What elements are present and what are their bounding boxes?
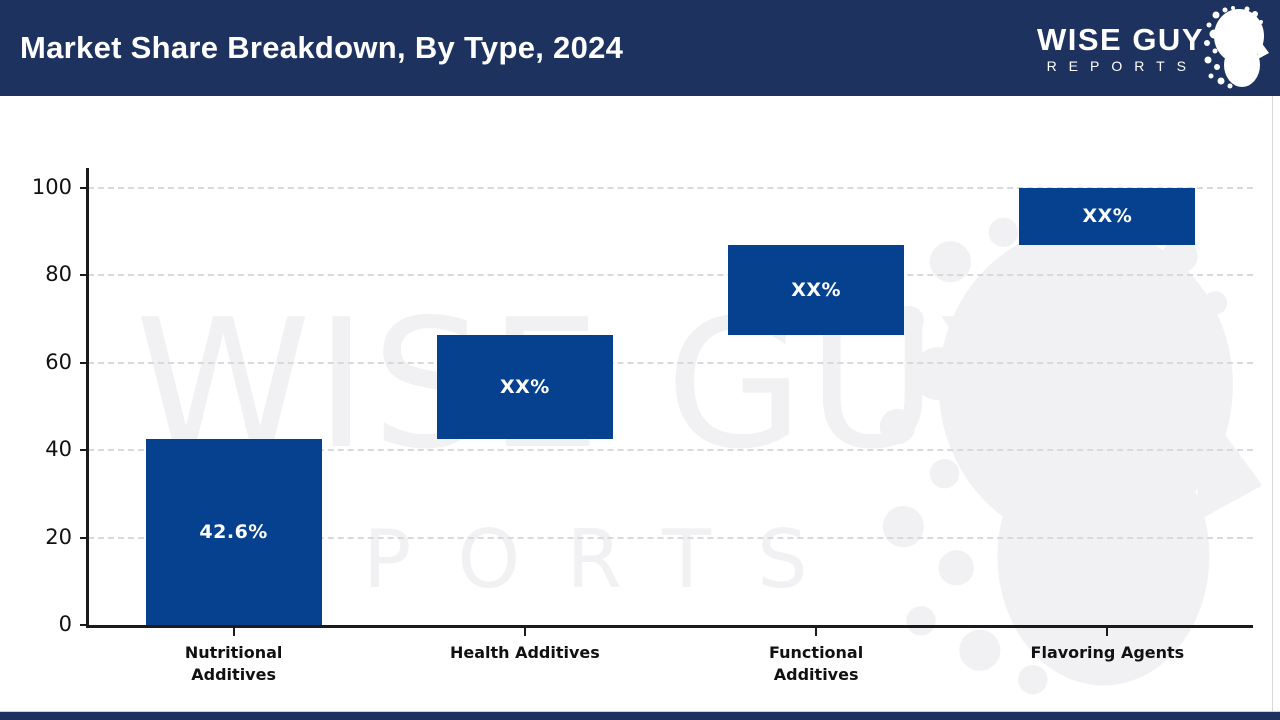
bar-segment: XX% xyxy=(1019,188,1196,245)
footer-bar xyxy=(0,712,1280,720)
y-tick-label: 80 xyxy=(45,262,72,287)
bar-segment: XX% xyxy=(436,334,613,439)
y-tick-label: 20 xyxy=(45,524,72,549)
x-tick-mark xyxy=(1106,628,1109,636)
x-tick-label: Functional Additives xyxy=(769,643,864,684)
logo-wiseguy-text: WISE GUY xyxy=(1036,22,1204,57)
y-tick-label: 100 xyxy=(31,175,72,199)
bar-value-label: XX% xyxy=(499,375,550,398)
y-tick-mark xyxy=(80,274,88,277)
x-tick-mark xyxy=(232,628,235,636)
wiseguy-logo: WISE GUY REPORTS xyxy=(1014,0,1274,96)
x-tick-label: Health Additives xyxy=(449,643,600,662)
logo-reports-text: REPORTS xyxy=(1046,58,1198,74)
y-gridline xyxy=(88,187,1253,189)
bar-value-label: XX% xyxy=(1082,205,1133,228)
x-tick-mark xyxy=(815,628,818,636)
header-bar: Market Share Breakdown, By Type, 2024 WI… xyxy=(0,0,1280,96)
y-gridline xyxy=(88,361,1253,364)
plot-area: 0 20 40 60 80 100 Nutritional Additives Health … xyxy=(0,96,1280,720)
page-title: Market Share Breakdown, By Type, 2024 xyxy=(20,30,624,65)
y-tick-mark xyxy=(80,361,88,364)
x-axis-line xyxy=(86,625,1253,628)
y-axis-line xyxy=(86,168,89,628)
x-tick-label: Nutritional Additives xyxy=(184,643,283,684)
y-tick-label: 0 xyxy=(58,612,72,636)
y-gridline xyxy=(88,449,1253,452)
y-tick-mark xyxy=(80,536,88,539)
y-gridline xyxy=(88,536,1253,539)
bar-segment: 42.6% xyxy=(145,438,322,625)
y-tick-label: 40 xyxy=(45,437,72,462)
right-frame-line xyxy=(1272,96,1273,711)
y-gridline xyxy=(88,274,1253,277)
wiseguy-head-icon xyxy=(1204,6,1269,89)
bottom-frame-line xyxy=(0,711,1280,712)
bar-segment: XX% xyxy=(728,244,905,335)
bar-value-label: 42.6% xyxy=(199,520,268,543)
y-tick-mark xyxy=(80,449,88,452)
y-tick-label: 60 xyxy=(45,349,72,374)
y-tick-mark xyxy=(80,624,88,626)
x-tick-label: Flavoring Agents xyxy=(1030,643,1185,662)
y-tick-mark xyxy=(80,187,88,189)
wiseguy-head-watermark-icon xyxy=(879,208,1263,695)
bar-value-label: XX% xyxy=(791,278,842,301)
x-tick-mark xyxy=(523,628,526,636)
